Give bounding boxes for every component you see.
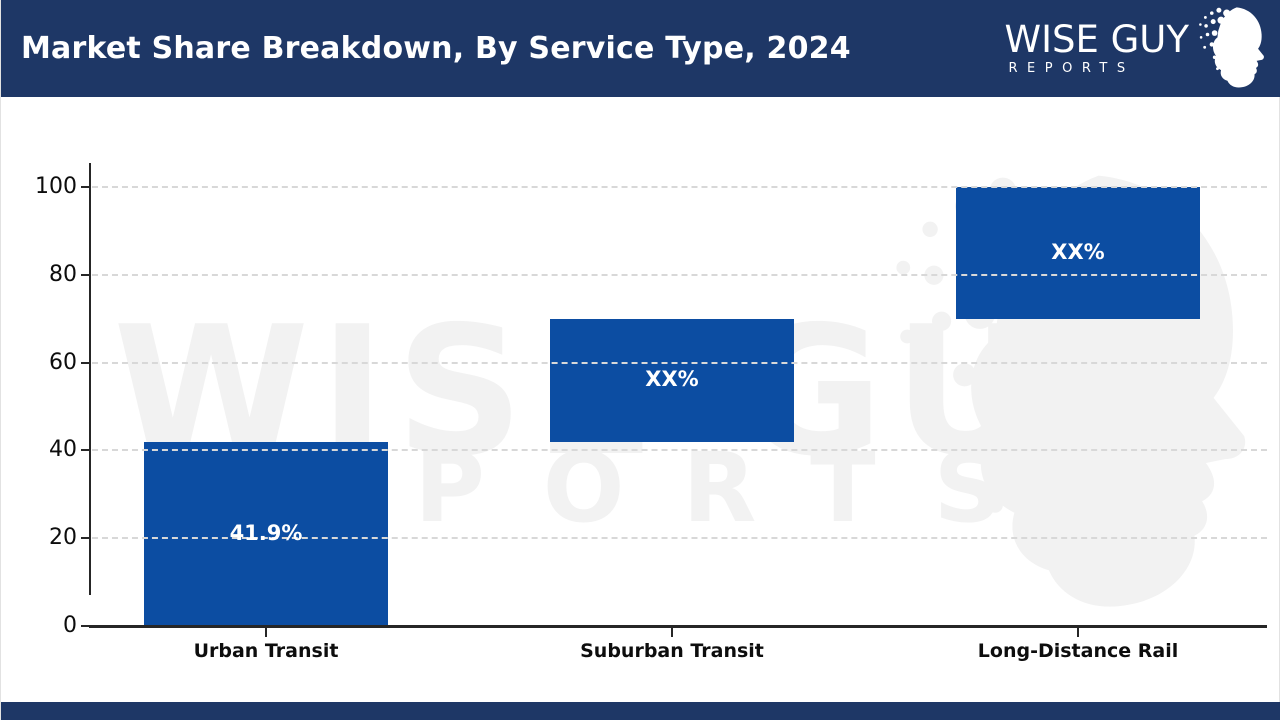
gridline-20 bbox=[92, 537, 1267, 540]
y-tick-mark-0 bbox=[81, 625, 90, 627]
x-tick-label-long-distance-rail: Long-Distance Rail bbox=[977, 640, 1179, 662]
logo-text-line1: WISE GUY bbox=[1004, 17, 1189, 61]
bar-value-label-urban-transit: 41.9% bbox=[229, 521, 303, 546]
y-tick-label: 100 bbox=[35, 174, 77, 199]
gridline-80 bbox=[92, 273, 1267, 276]
y-tick-mark-100 bbox=[81, 186, 90, 188]
y-tick-mark-20 bbox=[81, 537, 90, 540]
y-tick-label: 40 bbox=[49, 437, 77, 463]
x-tick-label-suburban-transit: Suburban Transit bbox=[580, 640, 764, 662]
y-axis-spine bbox=[89, 163, 91, 595]
y-tick-mark-40 bbox=[81, 449, 90, 452]
logo-face-icon bbox=[1199, 7, 1264, 88]
gridline-60 bbox=[92, 361, 1267, 364]
y-tick-label: 20 bbox=[49, 525, 77, 551]
footer-bar bbox=[1, 702, 1280, 720]
x-tick-mark-urban-transit bbox=[265, 628, 267, 637]
y-tick-mark-60 bbox=[81, 361, 90, 364]
y-tick-label: 80 bbox=[49, 261, 77, 287]
bar-value-label-suburban-transit: XX% bbox=[645, 367, 699, 392]
gridline-100 bbox=[92, 186, 1267, 188]
plot-area: 0 20 40 60 80 100 41.9% Urban Transit XX% Suburba… bbox=[1, 97, 1280, 702]
y-tick-label: 0 bbox=[63, 613, 77, 638]
wise-guy-reports-logo: WISE GUY REPORTS bbox=[1005, 6, 1271, 90]
logo-text-line2: REPORTS bbox=[1008, 61, 1135, 77]
bar-value-label-long-distance-rail: XX% bbox=[1051, 239, 1105, 264]
y-tick-mark-80 bbox=[81, 273, 90, 276]
x-tick-label-urban-transit: Urban Transit bbox=[193, 640, 339, 662]
bar-suburban-transit bbox=[550, 318, 794, 443]
y-tick-label: 60 bbox=[49, 349, 77, 375]
bar-urban-transit bbox=[144, 442, 388, 626]
x-tick-mark-long-distance-rail bbox=[1077, 628, 1079, 637]
gridline-40 bbox=[92, 449, 1267, 452]
header-bar: Market Share Breakdown, By Service Type,… bbox=[1, 0, 1280, 97]
bar-long-distance-rail bbox=[956, 187, 1200, 319]
x-tick-mark-suburban-transit bbox=[671, 628, 673, 637]
x-axis-spine bbox=[89, 625, 1267, 628]
chart-title: Market Share Breakdown, By Service Type,… bbox=[21, 31, 851, 66]
